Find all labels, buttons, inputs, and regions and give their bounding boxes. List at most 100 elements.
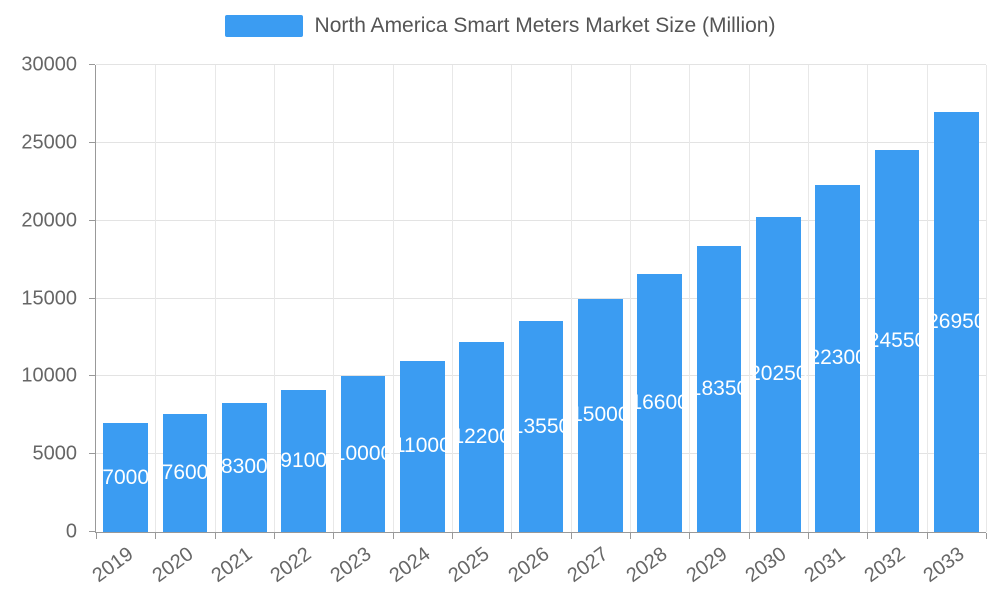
gridline-vertical: [214, 65, 216, 532]
x-tick-label-2020: 2020: [147, 543, 197, 587]
bar-value-label: 22300: [808, 346, 867, 370]
y-axis: 0 5000 10000 15000 20000 25000 30000: [0, 54, 85, 543]
bar-value-label: 16600: [630, 390, 689, 414]
x-tick-mark: [155, 533, 157, 539]
bar-2023[interactable]: 10000: [334, 376, 392, 532]
y-tick-mark: [89, 297, 95, 299]
bar-value-label: 13550: [511, 414, 571, 438]
x-tick-label-2032: 2032: [859, 543, 909, 587]
bar-value-label: 15000: [571, 403, 630, 427]
bar-2029[interactable]: 18350: [690, 246, 748, 532]
bar-value-label: 7600: [161, 460, 209, 484]
y-tick-label: 10000: [21, 364, 77, 387]
gridline-vertical: [867, 65, 869, 532]
y-tick-mark: [89, 531, 95, 532]
bar-2033[interactable]: 26950: [927, 112, 986, 532]
y-tick-label: 0: [65, 520, 77, 543]
gridline-vertical: [570, 65, 572, 532]
x-tick-mark: [333, 533, 335, 539]
x-tick-label-2023: 2023: [325, 543, 375, 587]
x-tick-mark: [214, 533, 216, 539]
bar-value-label: 8300: [220, 455, 268, 479]
x-tick-mark: [511, 533, 513, 539]
x-tick-mark: [689, 533, 691, 539]
bar-value-label: 18350: [689, 377, 749, 401]
x-tick-label-2030: 2030: [741, 543, 791, 587]
y-tick-label: 30000: [21, 53, 77, 76]
bar-2031[interactable]: 22300: [808, 184, 867, 532]
y-tick-label: 25000: [21, 131, 77, 154]
x-tick-label-2025: 2025: [444, 543, 494, 587]
x-tick-mark: [630, 533, 631, 539]
legend-label: North America Smart Meters Market Size (…: [314, 14, 776, 37]
y-tick-label: 20000: [21, 209, 77, 232]
bar-value-label: 26950: [927, 310, 986, 334]
y-tick-mark: [89, 141, 95, 143]
bar-value-label: 7000: [102, 465, 150, 489]
bar-2026[interactable]: 13550: [512, 321, 570, 532]
gridline-horizontal: [96, 64, 986, 65]
gridline-horizontal: [96, 141, 986, 143]
y-tick-label: 5000: [32, 442, 78, 465]
bar-value-label: 12200: [452, 425, 511, 449]
x-tick-mark: [986, 533, 987, 539]
bar-2028[interactable]: 16600: [630, 273, 689, 532]
gridline-vertical: [452, 65, 453, 532]
y-tick-label: 15000: [21, 287, 77, 309]
y-tick-mark: [89, 375, 95, 377]
bar-2027[interactable]: 15000: [571, 298, 630, 532]
bar-2019[interactable]: 7000: [102, 423, 150, 532]
gridline-vertical: [274, 65, 275, 532]
bar-2032[interactable]: 24550: [868, 149, 926, 532]
bar-value-label: 11000: [393, 434, 451, 458]
gridline-vertical: [748, 65, 750, 532]
plot-area: 7000 7600 8300 9100 10000 11000 12200 13550 1500…: [89, 64, 987, 539]
gridline-horizontal: [96, 297, 986, 299]
y-tick-mark: [89, 64, 95, 65]
x-tick-label-2031: 2031: [800, 543, 850, 587]
bar-2030[interactable]: 20250: [749, 216, 808, 532]
x-tick-label-2027: 2027: [563, 543, 613, 587]
gridline-vertical: [926, 65, 928, 532]
legend-swatch: [224, 15, 303, 37]
bar-value-label: 20250: [749, 362, 808, 386]
x-tick-label-2028: 2028: [622, 543, 672, 587]
x-tick-mark: [748, 533, 750, 539]
gridline-vertical: [808, 65, 809, 532]
x-tick-mark: [808, 533, 809, 539]
bar-value-label: 24550: [867, 328, 927, 352]
x-tick-label-2024: 2024: [385, 543, 435, 587]
x-tick-label-2026: 2026: [503, 543, 553, 587]
x-tick-label-2029: 2029: [681, 543, 731, 587]
gridline-horizontal: [96, 219, 986, 221]
x-tick-mark: [926, 533, 928, 539]
x-tick-label-2033: 2033: [919, 543, 969, 587]
gridline-vertical: [511, 65, 513, 532]
gridline-vertical: [986, 65, 987, 532]
x-tick-mark: [274, 533, 275, 539]
y-tick-mark: [89, 219, 95, 221]
x-tick-mark: [452, 533, 453, 539]
bar-value-label: 10000: [333, 442, 393, 466]
x-axis: 2019 2020 2021 2022 2023 2024 2025 2026 2027 2028…: [89, 533, 985, 593]
x-tick-mark: [570, 533, 572, 539]
gridline-vertical: [630, 65, 631, 532]
x-tick-label-2021: 2021: [207, 543, 257, 587]
gridline-vertical: [689, 65, 691, 532]
x-tick-mark: [96, 533, 97, 539]
bar-2022[interactable]: 9100: [280, 390, 328, 532]
bar-2021[interactable]: 8300: [220, 402, 268, 532]
bar-2025[interactable]: 12200: [452, 342, 511, 532]
bar-2020[interactable]: 7600: [161, 413, 209, 532]
x-tick-mark: [392, 533, 394, 539]
gridline-vertical: [392, 65, 394, 532]
gridline-vertical: [155, 65, 157, 532]
x-tick-mark: [867, 533, 869, 539]
legend[interactable]: North America Smart Meters Market Size (…: [0, 14, 1000, 38]
gridline-vertical: [333, 65, 335, 532]
bar-2024[interactable]: 11000: [394, 360, 451, 532]
y-tick-mark: [89, 453, 95, 455]
bar-value-label: 9100: [280, 449, 328, 473]
x-tick-label-2019: 2019: [88, 543, 138, 587]
